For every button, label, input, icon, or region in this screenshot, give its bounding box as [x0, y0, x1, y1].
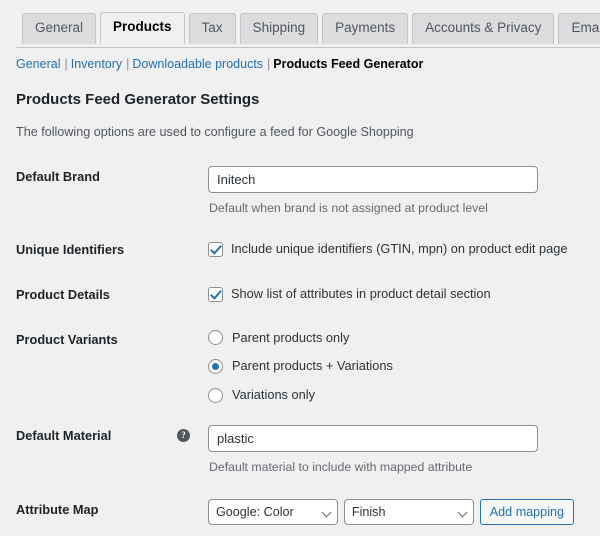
- google-attribute-select-value: Google: Color: [216, 504, 294, 519]
- page-title: Products Feed Generator Settings: [16, 91, 260, 108]
- section-description: The following options are used to config…: [16, 124, 414, 139]
- default-material-label-text: Default Material: [16, 428, 112, 444]
- product-details-checkbox-row[interactable]: Show list of attributes in product detai…: [208, 284, 574, 303]
- default-material-description: Default material to include with mapped …: [209, 460, 473, 475]
- tab-payments[interactable]: Payments: [322, 13, 409, 44]
- radio-option-parent-products-only[interactable]: Parent products only: [208, 330, 574, 347]
- subnav-item-general[interactable]: General: [16, 57, 61, 71]
- field-row-default-brand: Default Brand Default when brand is not …: [16, 155, 584, 228]
- subnav-separator: |: [126, 57, 130, 71]
- radio-option-parent-products-variations[interactable]: Parent products + Variations: [208, 358, 574, 375]
- add-mapping-button[interactable]: Add mapping: [479, 498, 574, 525]
- default-material-input[interactable]: [208, 425, 538, 453]
- field-row-default-material: Default Material ? Default material to i…: [16, 414, 584, 487]
- tab-products[interactable]: Products: [100, 12, 185, 44]
- settings-page: General Products Tax Shipping Payments Accoun…: [0, 12, 600, 525]
- field-product-variants: Parent products only Parent products + V…: [208, 318, 584, 415]
- default-brand-description: Default when brand is not assigned at pr…: [209, 201, 488, 216]
- tab-shipping[interactable]: Shipping: [239, 13, 319, 44]
- label-default-brand: Default Brand: [16, 169, 100, 185]
- help-circle-icon[interactable]: ?: [177, 429, 190, 443]
- tab-tax[interactable]: Tax: [188, 13, 236, 44]
- chevron-down-icon: [321, 507, 332, 518]
- product-variants-radio-group: Parent products only Parent products + V…: [208, 329, 574, 404]
- settings-tab-bar: General Products Tax Shipping Payments Accoun…: [0, 12, 600, 48]
- field-row-product-variants: Product Variants Parent products only Pa…: [16, 318, 584, 415]
- google-attribute-select[interactable]: Google: Color: [208, 498, 338, 525]
- subnav-breadcrumb: General | Inventory | Downloadable products |…: [0, 48, 600, 72]
- field-row-product-details: Product Details Show list of attributes …: [16, 273, 584, 318]
- label-default-material: Default Material ?: [16, 414, 208, 487]
- tab-emails[interactable]: Emails: [558, 13, 600, 44]
- subnav-item-inventory[interactable]: Inventory: [70, 57, 123, 71]
- field-default-material: Default material to include with mapped …: [208, 414, 584, 487]
- subnav-item-products-feed-generator: Products Feed Generator: [273, 57, 424, 71]
- label-product-variants: Product Variants: [16, 331, 118, 347]
- label-product-details: Product Details: [16, 286, 110, 302]
- product-details-checkbox-label: Show list of attributes in product detai…: [231, 285, 491, 301]
- subnav-separator: |: [267, 57, 271, 71]
- tab-accounts-privacy[interactable]: Accounts & Privacy: [412, 13, 555, 44]
- store-attribute-select-value: Finish: [351, 504, 386, 519]
- label-attribute-map: Attribute Map: [16, 501, 99, 517]
- unique-identifiers-checkbox-label: Include unique identifiers (GTIN, mpn) o…: [231, 241, 568, 257]
- settings-form-table: Default Brand Default when brand is not …: [16, 155, 584, 536]
- unique-identifiers-checkbox-row[interactable]: Include unique identifiers (GTIN, mpn) o…: [208, 239, 574, 258]
- attribute-map-controls: Google: Color Finish Add mapping: [208, 498, 574, 525]
- checkbox-icon[interactable]: [208, 286, 223, 302]
- chevron-down-icon: [457, 507, 468, 518]
- field-product-details: Show list of attributes in product detai…: [208, 273, 584, 318]
- default-brand-input[interactable]: [208, 166, 538, 194]
- radio-icon[interactable]: [208, 387, 223, 403]
- settings-content: Products Feed Generator Settings The fol…: [0, 90, 600, 536]
- radio-icon[interactable]: [208, 330, 223, 346]
- field-unique-identifiers: Include unique identifiers (GTIN, mpn) o…: [208, 228, 584, 273]
- tab-general[interactable]: General: [22, 13, 97, 44]
- field-attribute-map: Google: Color Finish Add mapping: [208, 488, 584, 536]
- radio-label: Parent products + Variations: [232, 358, 393, 374]
- label-unique-identifiers: Unique Identifiers: [16, 242, 125, 258]
- field-row-attribute-map: Attribute Map Google: Color Finish A: [16, 488, 584, 536]
- radio-label: Variations only: [232, 386, 315, 402]
- field-default-brand: Default when brand is not assigned at pr…: [208, 155, 584, 228]
- checkbox-icon[interactable]: [208, 242, 223, 258]
- radio-label: Parent products only: [232, 329, 350, 345]
- subnav-item-downloadable-products[interactable]: Downloadable products: [132, 57, 264, 71]
- subnav-separator: |: [64, 57, 68, 71]
- radio-icon-selected[interactable]: [208, 359, 223, 375]
- store-attribute-select[interactable]: Finish: [343, 498, 474, 525]
- radio-option-variations-only[interactable]: Variations only: [208, 387, 574, 404]
- field-row-unique-identifiers: Unique Identifiers Include unique identi…: [16, 228, 584, 273]
